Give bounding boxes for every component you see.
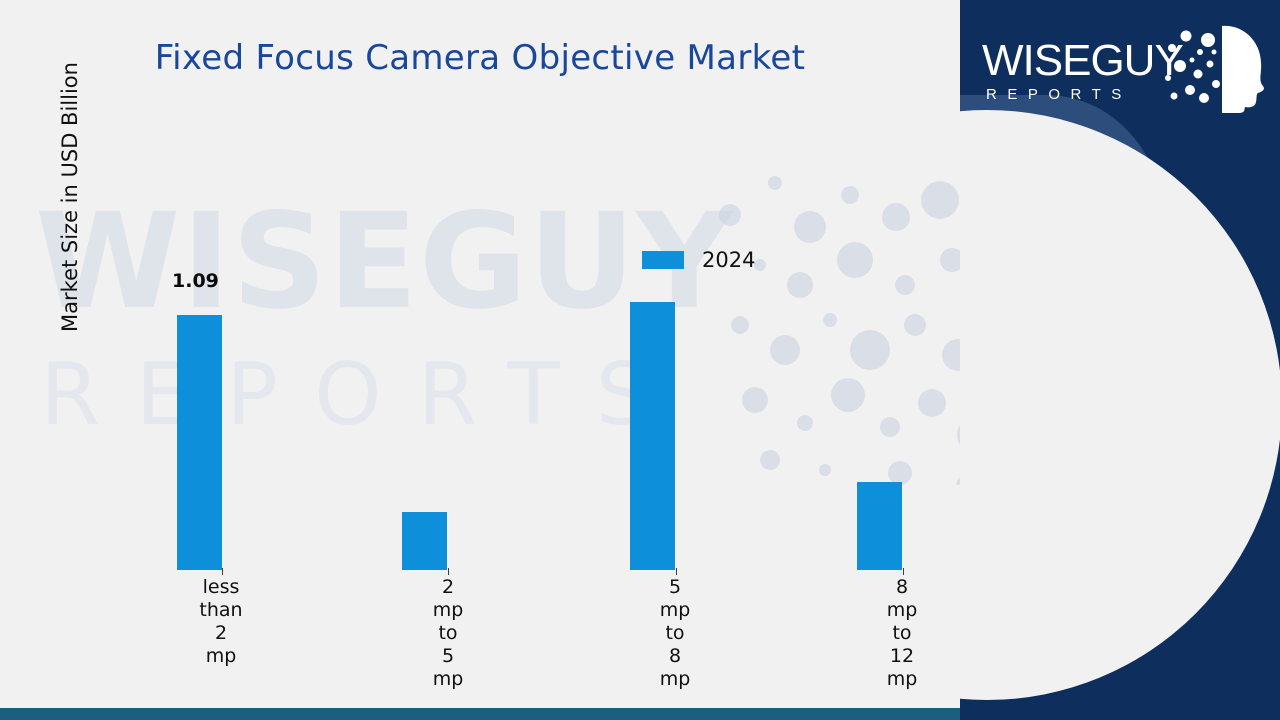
bar-value-label: 1.09	[172, 270, 219, 292]
x-axis-label-line: 5	[441, 645, 455, 667]
x-axis-label-line: mp	[886, 599, 918, 621]
chart-legend: 2024	[642, 248, 755, 272]
logo-primary-text: WISEGUY	[982, 36, 1184, 85]
axis-tick	[448, 568, 449, 575]
x-axis-label-line: mp	[886, 668, 918, 690]
x-axis-label-line: less	[202, 576, 240, 598]
page-title: Fixed Focus Camera Objective Market	[154, 38, 806, 78]
brand-panel: WISEGUY REPORTS	[960, 0, 1280, 720]
brain-dot-pattern-icon	[960, 110, 1280, 700]
x-axis-label-line: 2	[214, 622, 228, 644]
y-axis-label: Market Size in USD Billion	[58, 62, 82, 332]
legend-swatch-2024	[642, 251, 684, 269]
axis-tick	[676, 568, 677, 575]
axis-tick	[222, 568, 223, 575]
x-axis-label-8-mp-to-12-mp: 8 mp to 12 mp	[842, 576, 960, 691]
x-axis-label-2-mp-to-5-mp: 2 mp to 5 mp	[388, 576, 508, 691]
x-axis-label-line: to	[892, 622, 912, 644]
bottom-accent-bar	[0, 708, 960, 720]
x-axis-label-line: 8	[668, 645, 682, 667]
x-axis-label-line: mp	[432, 599, 464, 621]
x-axis-label-line: to	[438, 622, 458, 644]
x-axis-label-line: 12	[889, 645, 915, 667]
bar-2-mp-to-5-mp[interactable]	[402, 512, 447, 570]
legend-label-2024: 2024	[702, 248, 756, 272]
x-axis-label-line: mp	[205, 645, 237, 667]
x-axis-label-5-mp-to-8-mp: 5 mp to 8 mp	[615, 576, 735, 691]
brand-logo: WISEGUY REPORTS	[982, 22, 1268, 114]
bar-less-than-2-mp[interactable]	[177, 315, 222, 570]
chart-area: WISEGUY REPORTS	[35, 38, 960, 691]
bar-8-mp-to-12-mp[interactable]	[857, 482, 902, 570]
x-axis-label-line: than	[199, 599, 243, 621]
bar-5-mp-to-8-mp[interactable]	[630, 302, 675, 570]
x-axis-label-line: mp	[659, 668, 691, 690]
logo-secondary-text: REPORTS	[986, 86, 1132, 103]
x-axis-label-line: 2	[441, 576, 455, 598]
x-axis-label-line: 8	[895, 576, 909, 598]
logo-head-dots-icon	[1165, 25, 1264, 114]
plot-area	[100, 180, 950, 570]
x-axis-label-line: 5	[668, 576, 682, 598]
x-axis-label-line: mp	[432, 668, 464, 690]
x-axis-label-line: to	[665, 622, 685, 644]
axis-tick	[903, 568, 904, 575]
x-axis-label-less-than-2-mp: less than 2 mp	[161, 576, 281, 668]
x-axis-label-line: mp	[659, 599, 691, 621]
